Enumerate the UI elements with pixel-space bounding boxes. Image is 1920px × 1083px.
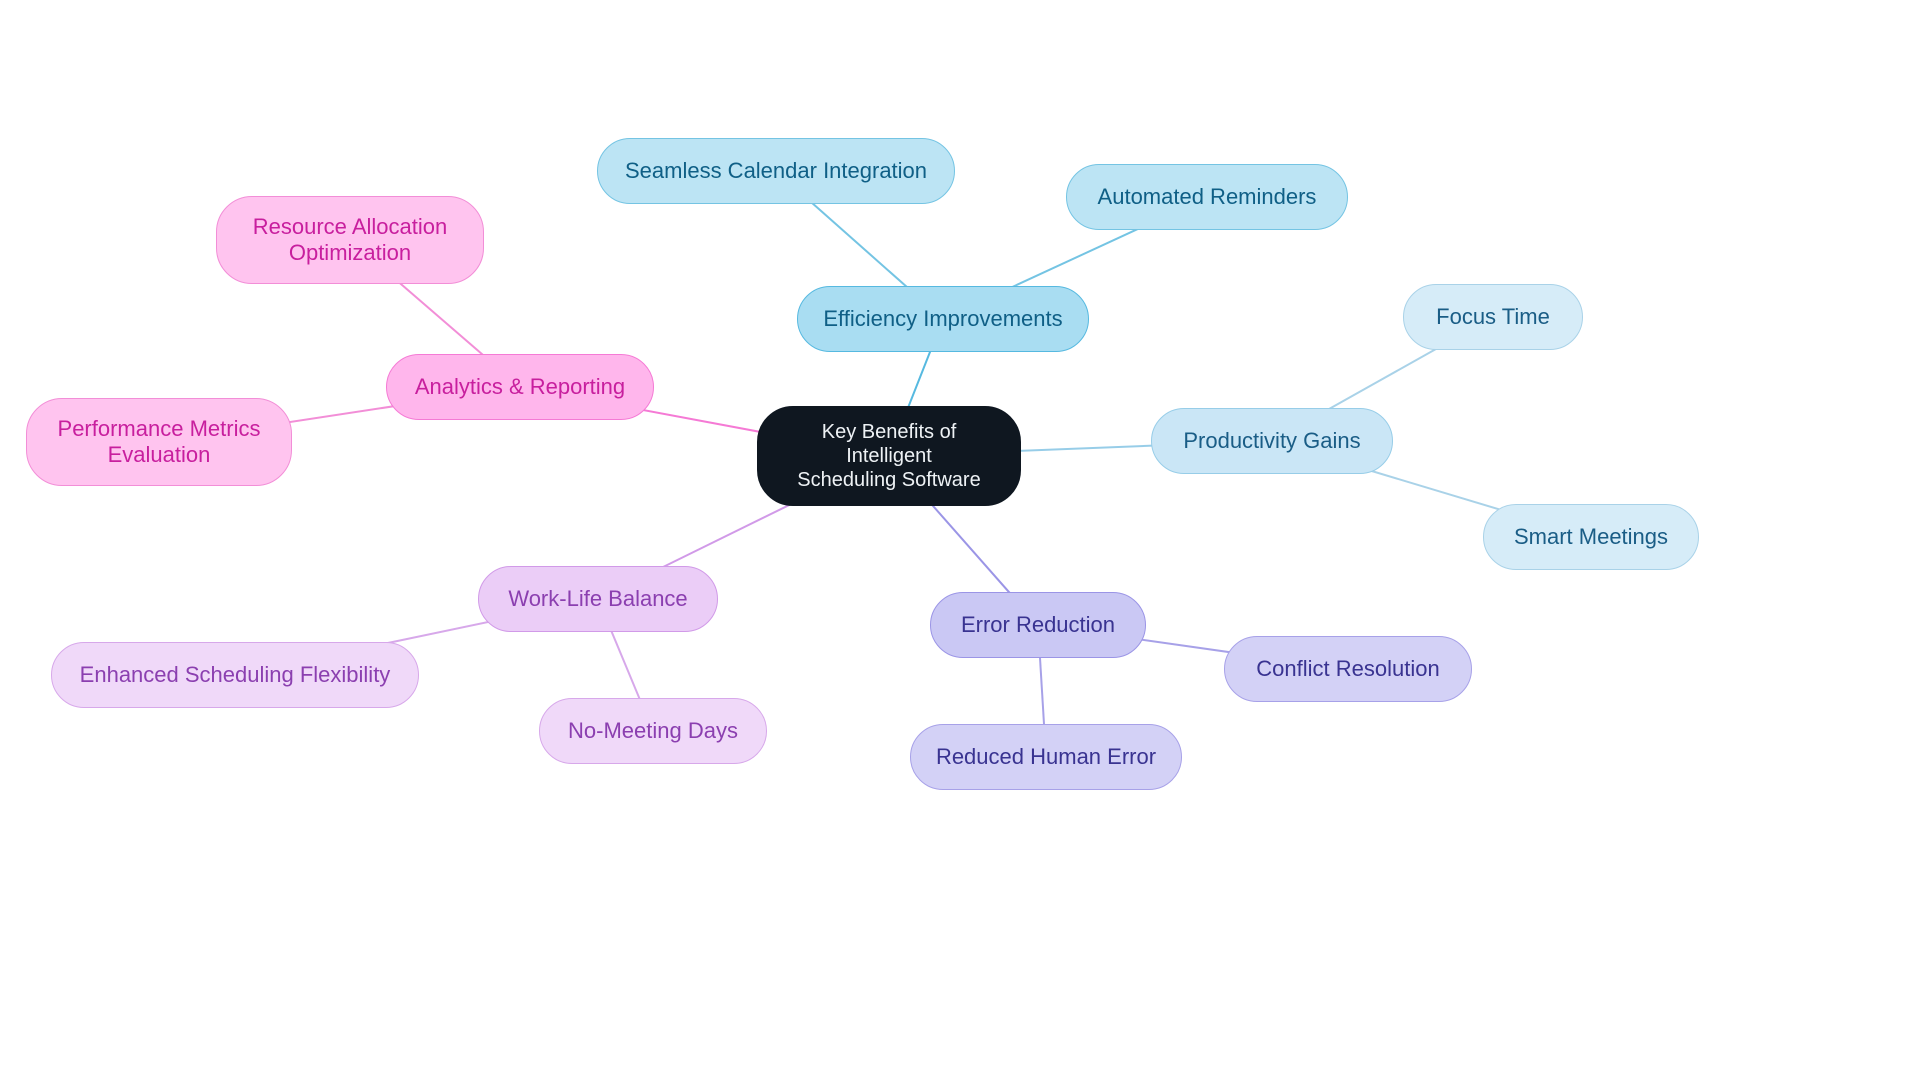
node-perf: Performance Metrics Evaluation (26, 398, 292, 486)
node-resource: Resource Allocation Optimization (216, 196, 484, 284)
node-analytics: Analytics & Reporting (386, 354, 654, 420)
node-focus: Focus Time (1403, 284, 1583, 350)
mindmap-canvas: Key Benefits of Intelligent Scheduling S… (0, 0, 1920, 1083)
node-smart: Smart Meetings (1483, 504, 1699, 570)
node-nomeeting: No-Meeting Days (539, 698, 767, 764)
node-human: Reduced Human Error (910, 724, 1182, 790)
node-calendar: Seamless Calendar Integration (597, 138, 955, 204)
node-efficiency: Efficiency Improvements (797, 286, 1089, 352)
node-center: Key Benefits of Intelligent Scheduling S… (757, 406, 1021, 506)
node-productivity: Productivity Gains (1151, 408, 1393, 474)
node-worklife: Work-Life Balance (478, 566, 718, 632)
node-error: Error Reduction (930, 592, 1146, 658)
node-reminders: Automated Reminders (1066, 164, 1348, 230)
node-conflict: Conflict Resolution (1224, 636, 1472, 702)
node-flex: Enhanced Scheduling Flexibility (51, 642, 419, 708)
